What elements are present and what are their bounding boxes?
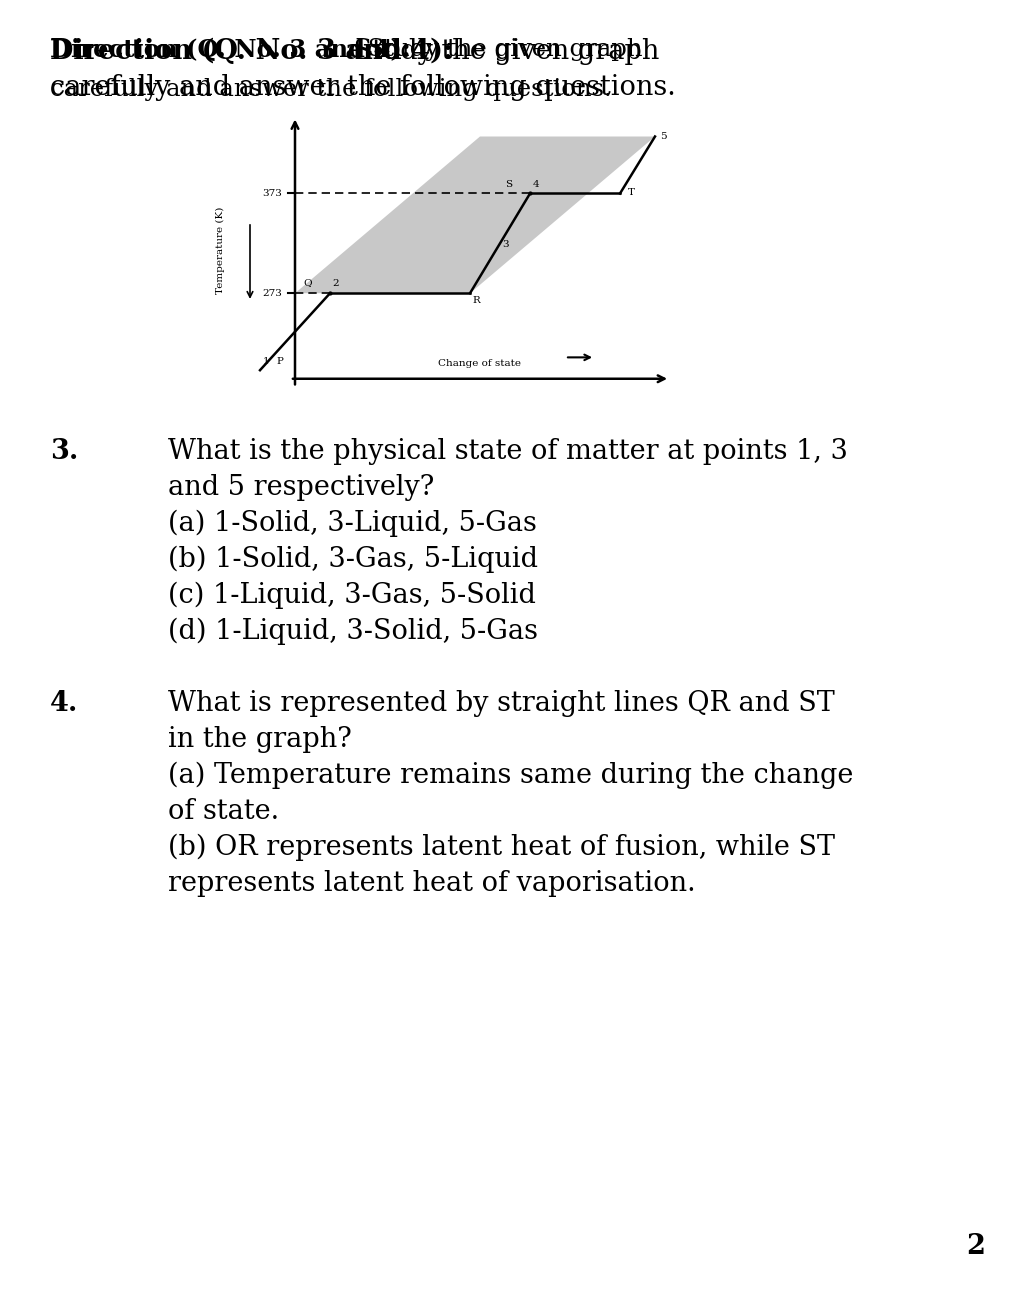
Text: Temperature (K): Temperature (K) bbox=[215, 207, 224, 294]
Text: What is represented by straight lines QR and ST: What is represented by straight lines QR… bbox=[168, 690, 835, 717]
Text: 2: 2 bbox=[966, 1233, 985, 1260]
Text: of state.: of state. bbox=[168, 798, 280, 825]
Text: Study the given graph: Study the given graph bbox=[360, 38, 642, 61]
Text: T: T bbox=[628, 188, 635, 197]
Text: Change of state: Change of state bbox=[438, 359, 521, 368]
Text: (b) 1-Solid, 3-Gas, 5-Liquid: (b) 1-Solid, 3-Gas, 5-Liquid bbox=[168, 546, 538, 573]
Text: (b) OR represents latent heat of fusion, while ST: (b) OR represents latent heat of fusion,… bbox=[168, 834, 835, 861]
Text: (a) 1-Solid, 3-Liquid, 5-Gas: (a) 1-Solid, 3-Liquid, 5-Gas bbox=[168, 511, 537, 538]
Text: 3.: 3. bbox=[50, 438, 79, 465]
Text: (d) 1-Liquid, 3-Solid, 5-Gas: (d) 1-Liquid, 3-Solid, 5-Gas bbox=[168, 618, 538, 646]
Text: 273: 273 bbox=[262, 288, 283, 297]
Text: (c) 1-Liquid, 3-Gas, 5-Solid: (c) 1-Liquid, 3-Gas, 5-Solid bbox=[168, 582, 536, 609]
Text: Q: Q bbox=[304, 278, 312, 287]
Text: 4.: 4. bbox=[50, 690, 79, 717]
Text: P: P bbox=[276, 357, 284, 366]
Text: carefully and answer the following questions.: carefully and answer the following quest… bbox=[50, 78, 611, 101]
Text: 5: 5 bbox=[660, 132, 667, 142]
Text: R: R bbox=[472, 296, 480, 305]
Text: What is the physical state of matter at points 1, 3: What is the physical state of matter at … bbox=[168, 438, 848, 465]
Text: 4: 4 bbox=[532, 181, 539, 190]
Text: represents latent heat of vaporisation.: represents latent heat of vaporisation. bbox=[168, 870, 695, 898]
Text: and 5 respectively?: and 5 respectively? bbox=[168, 474, 434, 501]
Text: 373: 373 bbox=[262, 188, 283, 197]
Text: in the graph?: in the graph? bbox=[168, 726, 352, 753]
Text: 1: 1 bbox=[262, 357, 269, 366]
Text: (a) Temperature remains same during the change: (a) Temperature remains same during the … bbox=[168, 763, 853, 790]
Text: 3: 3 bbox=[503, 240, 509, 249]
Text: Direction (Q. No. 3 and 4):: Direction (Q. No. 3 and 4): bbox=[50, 38, 453, 65]
Polygon shape bbox=[295, 136, 655, 294]
Text: Study the given graph: Study the given graph bbox=[345, 38, 659, 65]
Text: S: S bbox=[506, 181, 512, 190]
Text: carefully and answer the following questions.: carefully and answer the following quest… bbox=[50, 74, 676, 101]
Text: 2: 2 bbox=[333, 278, 339, 287]
Text: Direction (Q. No. 3 and 4):: Direction (Q. No. 3 and 4): bbox=[50, 38, 411, 62]
